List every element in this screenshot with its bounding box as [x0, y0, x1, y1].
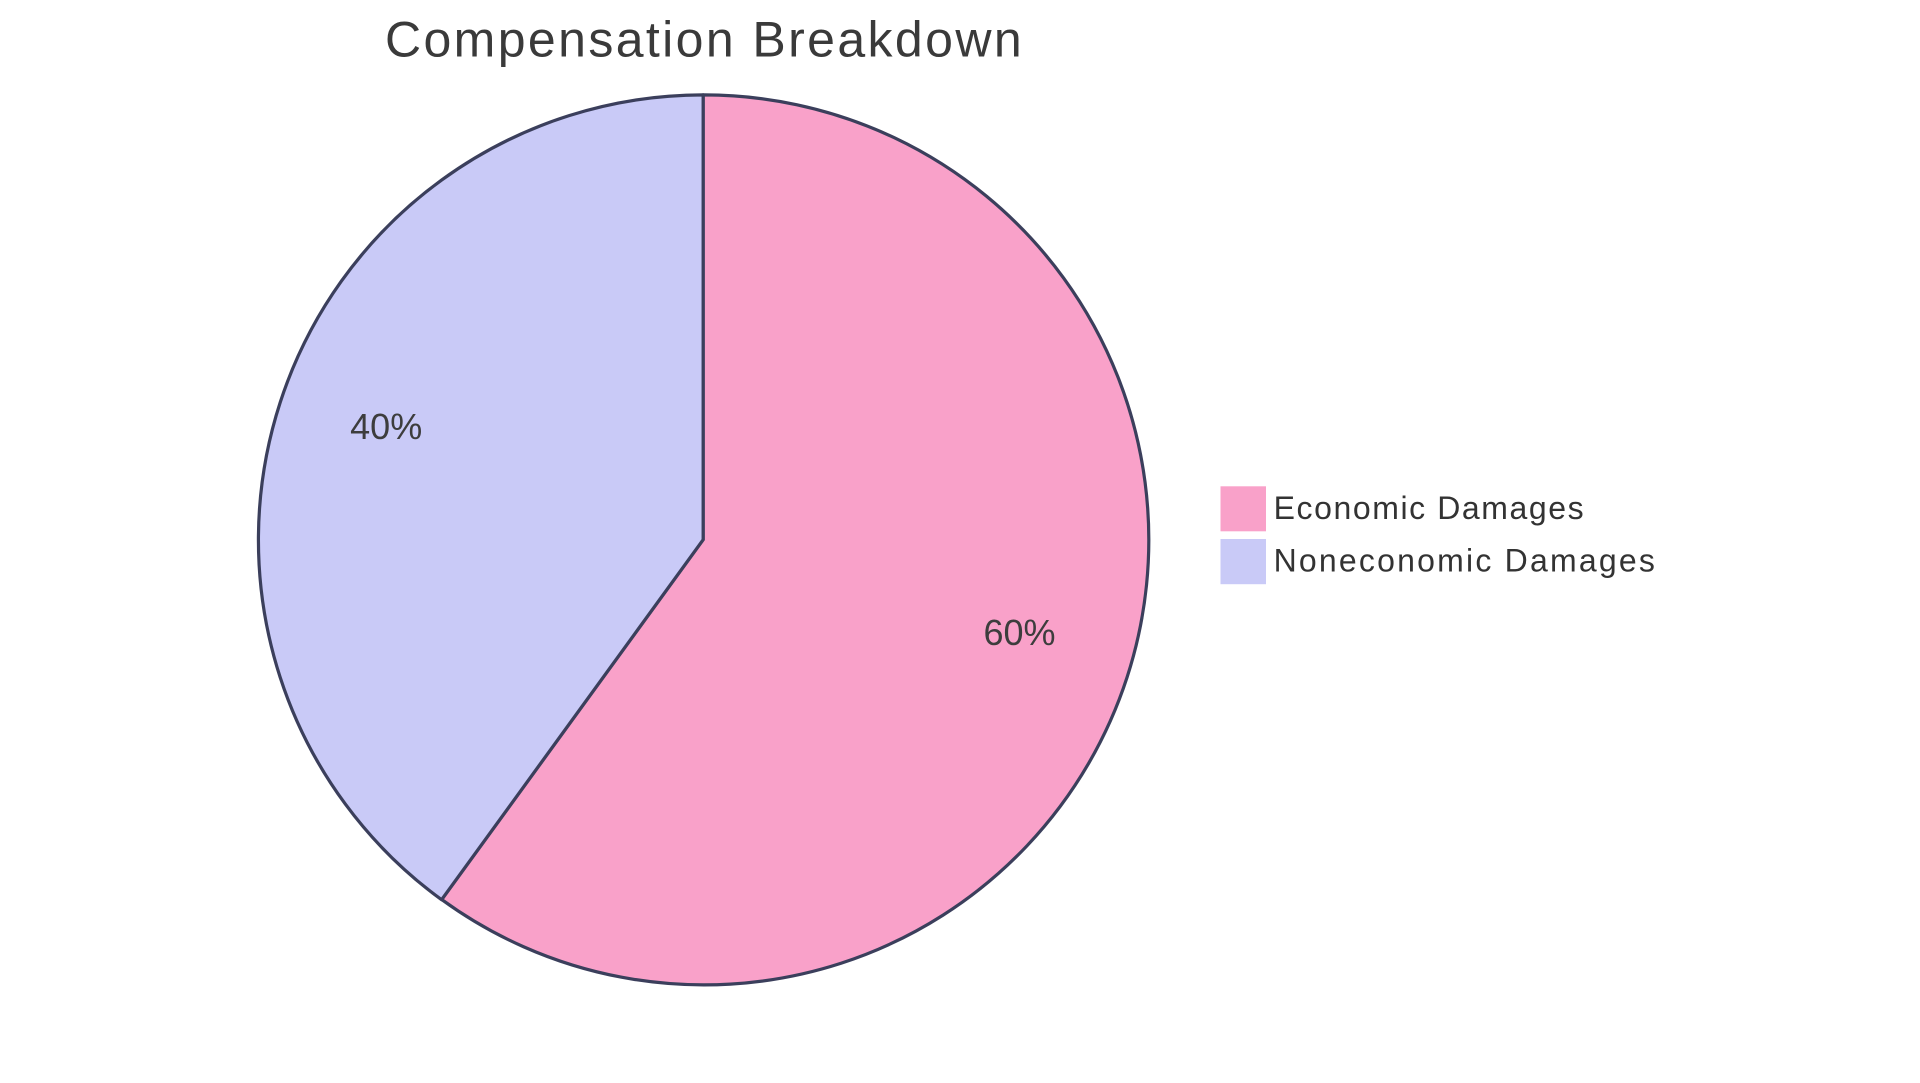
- svg-text:Economic Damages: Economic Damages: [1274, 490, 1586, 526]
- svg-text:Compensation Breakdown: Compensation Breakdown: [385, 11, 1024, 67]
- svg-text:Noneconomic Damages: Noneconomic Damages: [1274, 542, 1658, 578]
- svg-text:60%: 60%: [983, 612, 1055, 653]
- svg-text:40%: 40%: [350, 406, 422, 447]
